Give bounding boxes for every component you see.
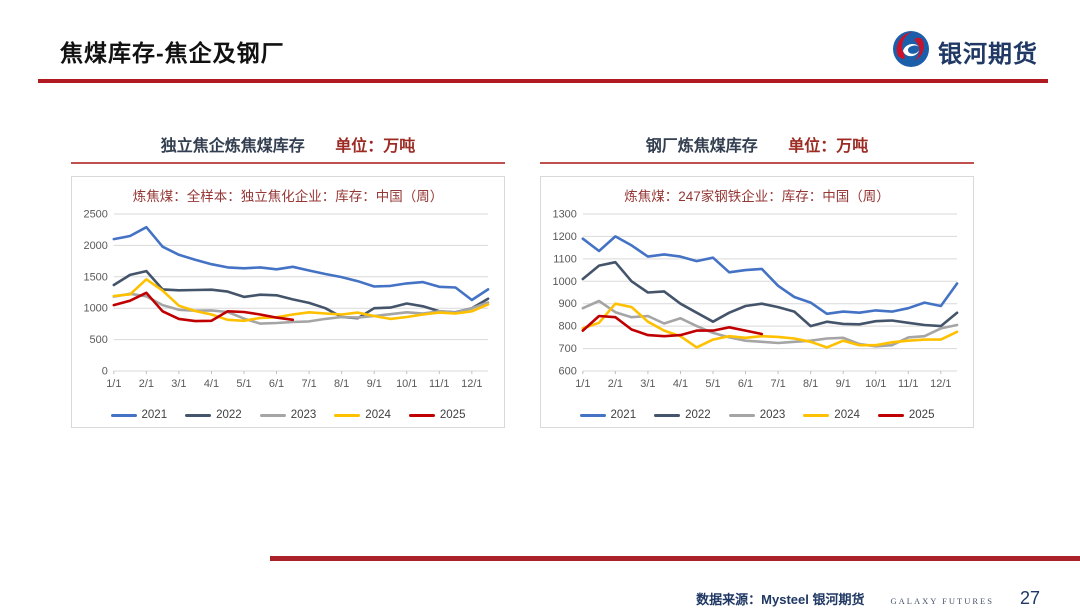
svg-text:1200: 1200 bbox=[552, 231, 576, 243]
legend-item-2023: 2023 bbox=[728, 409, 786, 421]
legend-label: 2022 bbox=[685, 409, 711, 421]
svg-text:1000: 1000 bbox=[83, 303, 107, 315]
legend-item-2022: 2022 bbox=[185, 409, 242, 421]
chart-subtitle: 炼焦煤：全样本：独立焦化企业：库存：中国（周） bbox=[132, 189, 444, 204]
svg-text:6/1: 6/1 bbox=[269, 378, 284, 390]
chart-subtitle: 炼焦煤：247家钢铁企业：库存：中国（周） bbox=[624, 189, 890, 204]
legend-swatch bbox=[728, 413, 755, 417]
legend-label: 2024 bbox=[365, 409, 391, 421]
svg-text:9/1: 9/1 bbox=[367, 378, 382, 390]
page-number: 27 bbox=[1019, 588, 1040, 608]
chart-legend: 2021 2022 2023 2024 2025 bbox=[543, 398, 971, 432]
legend-label: 2023 bbox=[759, 409, 786, 421]
svg-text:3/1: 3/1 bbox=[171, 378, 186, 390]
footer: 数据来源：Mysteel 银河期货 GALAXY FUTURES 27 bbox=[696, 588, 1040, 608]
svg-text:10/1: 10/1 bbox=[396, 378, 417, 390]
legend-label: 2021 bbox=[610, 409, 637, 421]
svg-text:800: 800 bbox=[559, 321, 577, 333]
page-title: 焦煤库存-焦企及钢厂 bbox=[60, 40, 285, 66]
legend-item-2023: 2023 bbox=[259, 409, 317, 421]
chart-unit-label: 单位：万吨 bbox=[335, 138, 416, 155]
legend-item-2021: 2021 bbox=[579, 409, 637, 421]
svg-text:2500: 2500 bbox=[83, 208, 107, 220]
svg-text:600: 600 bbox=[559, 365, 577, 377]
legend-swatch bbox=[803, 413, 830, 417]
legend-swatch bbox=[877, 413, 904, 417]
line-chart-steel-mills: 600 700 800 900 1000 1100 1200 1300 1/1 2/1 3/1 4/1… bbox=[543, 206, 971, 398]
chart-title: 独立焦企炼焦煤库存 bbox=[160, 138, 305, 155]
legend-item-2025: 2025 bbox=[408, 409, 466, 421]
logo-text: 银河期货 bbox=[938, 41, 1038, 68]
legend-swatch bbox=[185, 413, 212, 417]
legend-item-2022: 2022 bbox=[654, 409, 711, 421]
legend-swatch bbox=[110, 413, 137, 417]
chart-title-row: 钢厂炼焦煤库存 单位：万吨 bbox=[540, 132, 974, 164]
svg-text:2/1: 2/1 bbox=[608, 378, 623, 390]
svg-text:11/1: 11/1 bbox=[898, 378, 918, 390]
svg-text:1/1: 1/1 bbox=[106, 378, 121, 390]
svg-text:7/1: 7/1 bbox=[770, 378, 785, 390]
chart-panel-coker-plants: 独立焦企炼焦煤库存 单位：万吨 炼焦煤：全样本：独立焦化企业：库存：中国（周） … bbox=[71, 132, 505, 428]
svg-text:12/1: 12/1 bbox=[930, 378, 951, 390]
svg-text:4/1: 4/1 bbox=[204, 378, 219, 390]
svg-text:1500: 1500 bbox=[83, 271, 107, 283]
svg-text:7/1: 7/1 bbox=[301, 378, 316, 390]
legend-label: 2022 bbox=[216, 409, 242, 421]
legend-item-2024: 2024 bbox=[334, 409, 391, 421]
svg-text:500: 500 bbox=[90, 334, 108, 346]
svg-text:1000: 1000 bbox=[552, 276, 576, 288]
svg-text:1300: 1300 bbox=[552, 208, 576, 220]
company-logo: 银河期货 bbox=[892, 30, 1038, 73]
legend-item-2024: 2024 bbox=[803, 409, 860, 421]
chart-title: 钢厂炼焦煤库存 bbox=[645, 138, 758, 155]
svg-text:2/1: 2/1 bbox=[139, 378, 154, 390]
svg-text:1/1: 1/1 bbox=[575, 378, 590, 390]
svg-text:2000: 2000 bbox=[83, 240, 107, 252]
svg-text:3/1: 3/1 bbox=[640, 378, 655, 390]
legend-label: 2023 bbox=[290, 409, 317, 421]
chart-frame: 炼焦煤：全样本：独立焦化企业：库存：中国（周） 0 500 1000 1500 2000… bbox=[71, 176, 505, 428]
chart-panel-steel-mills: 钢厂炼焦煤库存 单位：万吨 炼焦煤：247家钢铁企业：库存：中国（周） 600 7… bbox=[540, 132, 974, 428]
svg-text:6/1: 6/1 bbox=[738, 378, 753, 390]
svg-text:8/1: 8/1 bbox=[334, 378, 349, 390]
svg-text:8/1: 8/1 bbox=[803, 378, 818, 390]
svg-text:900: 900 bbox=[559, 298, 577, 310]
svg-text:5/1: 5/1 bbox=[705, 378, 720, 390]
legend-label: 2025 bbox=[908, 409, 935, 421]
svg-text:12/1: 12/1 bbox=[461, 378, 482, 390]
brand-label: GALAXY FUTURES bbox=[890, 596, 994, 606]
legend-label: 2025 bbox=[439, 409, 466, 421]
chart-legend: 2021 2022 2023 2024 2025 bbox=[74, 398, 502, 432]
svg-text:10/1: 10/1 bbox=[865, 378, 886, 390]
chart-frame: 炼焦煤：247家钢铁企业：库存：中国（周） 600 700 800 900 1000 11… bbox=[540, 176, 974, 428]
legend-label: 2021 bbox=[141, 409, 168, 421]
svg-text:4/1: 4/1 bbox=[673, 378, 688, 390]
legend-item-2025: 2025 bbox=[877, 409, 935, 421]
chart-unit-label: 单位：万吨 bbox=[788, 138, 869, 155]
svg-text:0: 0 bbox=[102, 365, 108, 377]
legend-swatch bbox=[579, 413, 606, 417]
chart-title-row: 独立焦企炼焦煤库存 单位：万吨 bbox=[71, 132, 505, 164]
data-source-label: 数据来源：Mysteel 银河期货 bbox=[696, 592, 865, 607]
svg-text:11/1: 11/1 bbox=[429, 378, 449, 390]
legend-label: 2024 bbox=[834, 409, 860, 421]
legend-item-2021: 2021 bbox=[110, 409, 168, 421]
line-chart-independent-cokers: 0 500 1000 1500 2000 2500 1/1 2/1 3/1 4/1 5/1 6/1 7/… bbox=[74, 206, 502, 398]
header-divider bbox=[38, 79, 1048, 83]
legend-swatch bbox=[259, 413, 286, 417]
footer-divider bbox=[270, 556, 1080, 561]
svg-text:1100: 1100 bbox=[553, 253, 577, 265]
legend-swatch bbox=[408, 413, 435, 417]
svg-text:5/1: 5/1 bbox=[236, 378, 251, 390]
galaxy-logo-icon bbox=[892, 30, 930, 73]
legend-swatch bbox=[654, 413, 681, 417]
svg-text:9/1: 9/1 bbox=[836, 378, 851, 390]
legend-swatch bbox=[334, 413, 361, 417]
svg-text:700: 700 bbox=[559, 343, 577, 355]
